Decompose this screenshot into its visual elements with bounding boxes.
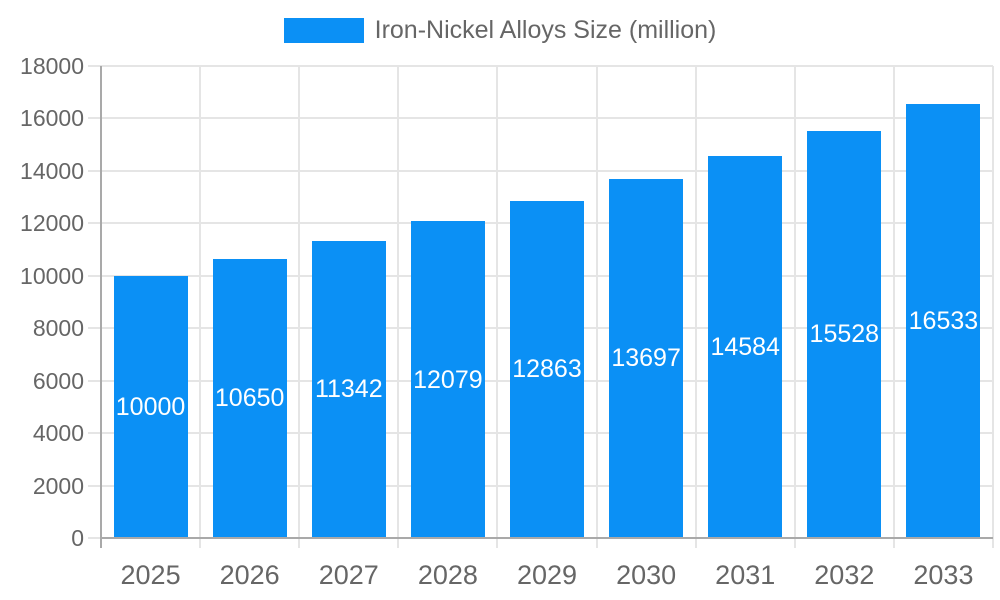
x-tick-label: 2025	[120, 560, 181, 590]
bar-value-label: 15528	[809, 320, 880, 349]
gridline-horizontal	[88, 117, 993, 120]
y-tick-label: 8000	[32, 315, 84, 342]
bar-value-label: 13697	[611, 344, 681, 373]
bar-value-label: 10000	[115, 392, 186, 421]
bar[interactable]	[113, 275, 188, 538]
x-tick-label: 2027	[318, 560, 379, 590]
y-tick-label: 10000	[20, 262, 84, 289]
gridline-vertical	[298, 66, 301, 548]
gridline-vertical	[992, 66, 994, 548]
plot-area: 10000 10650 11342 12079 12863 13697 14584 15528…	[88, 65, 994, 548]
x-axis-baseline	[101, 537, 993, 539]
legend-swatch-icon	[283, 18, 364, 43]
x-tick-label: 2031	[715, 560, 776, 590]
bar[interactable]	[807, 130, 882, 538]
y-tick-label: 14000	[20, 157, 84, 184]
y-tick-label: 0	[71, 525, 84, 551]
bar[interactable]	[609, 178, 684, 538]
bar-value-label: 11342	[314, 375, 383, 404]
legend[interactable]: Iron-Nickel Alloys Size (million)	[0, 16, 1000, 45]
y-axis-labels: 0 2000 4000 6000 8000 10000 12000 14000 16000 180…	[0, 0, 84, 600]
y-tick-label: 2000	[32, 472, 84, 499]
bar[interactable]	[410, 221, 485, 538]
gridline-vertical	[694, 66, 697, 548]
x-tick-label: 2028	[417, 560, 478, 590]
y-tick-label: 12000	[20, 210, 84, 237]
bar[interactable]	[311, 240, 386, 538]
gridline-vertical	[397, 66, 400, 548]
bar-value-label: 10650	[214, 384, 285, 413]
gridline-horizontal	[88, 65, 993, 67]
gridline-vertical	[892, 66, 895, 548]
legend-label: Iron-Nickel Alloys Size (million)	[374, 16, 717, 44]
bar-value-label: 12079	[413, 365, 483, 394]
y-axis-line	[100, 66, 102, 548]
y-tick-label: 6000	[32, 367, 84, 394]
gridline-vertical	[496, 66, 499, 548]
bar-value-label: 14584	[710, 332, 780, 361]
bar[interactable]	[510, 200, 584, 538]
bar[interactable]	[906, 104, 981, 538]
x-tick-label: 2029	[516, 560, 578, 590]
y-tick-label: 4000	[32, 420, 84, 447]
x-tick-label: 2026	[219, 560, 280, 590]
bar-value-label: 16533	[908, 307, 979, 336]
bar[interactable]	[708, 155, 783, 538]
gridline-vertical	[595, 66, 598, 548]
x-tick-label: 2032	[814, 560, 875, 590]
y-tick-label: 18000	[20, 53, 84, 79]
bar-value-label: 12863	[512, 355, 582, 384]
gridline-horizontal	[88, 169, 993, 172]
x-tick-label: 2030	[616, 560, 677, 590]
x-tick-label: 2033	[913, 560, 974, 590]
y-tick-label: 16000	[20, 105, 84, 132]
gridline-vertical	[199, 66, 202, 548]
bar[interactable]	[212, 258, 287, 538]
gridline-vertical	[793, 66, 796, 548]
